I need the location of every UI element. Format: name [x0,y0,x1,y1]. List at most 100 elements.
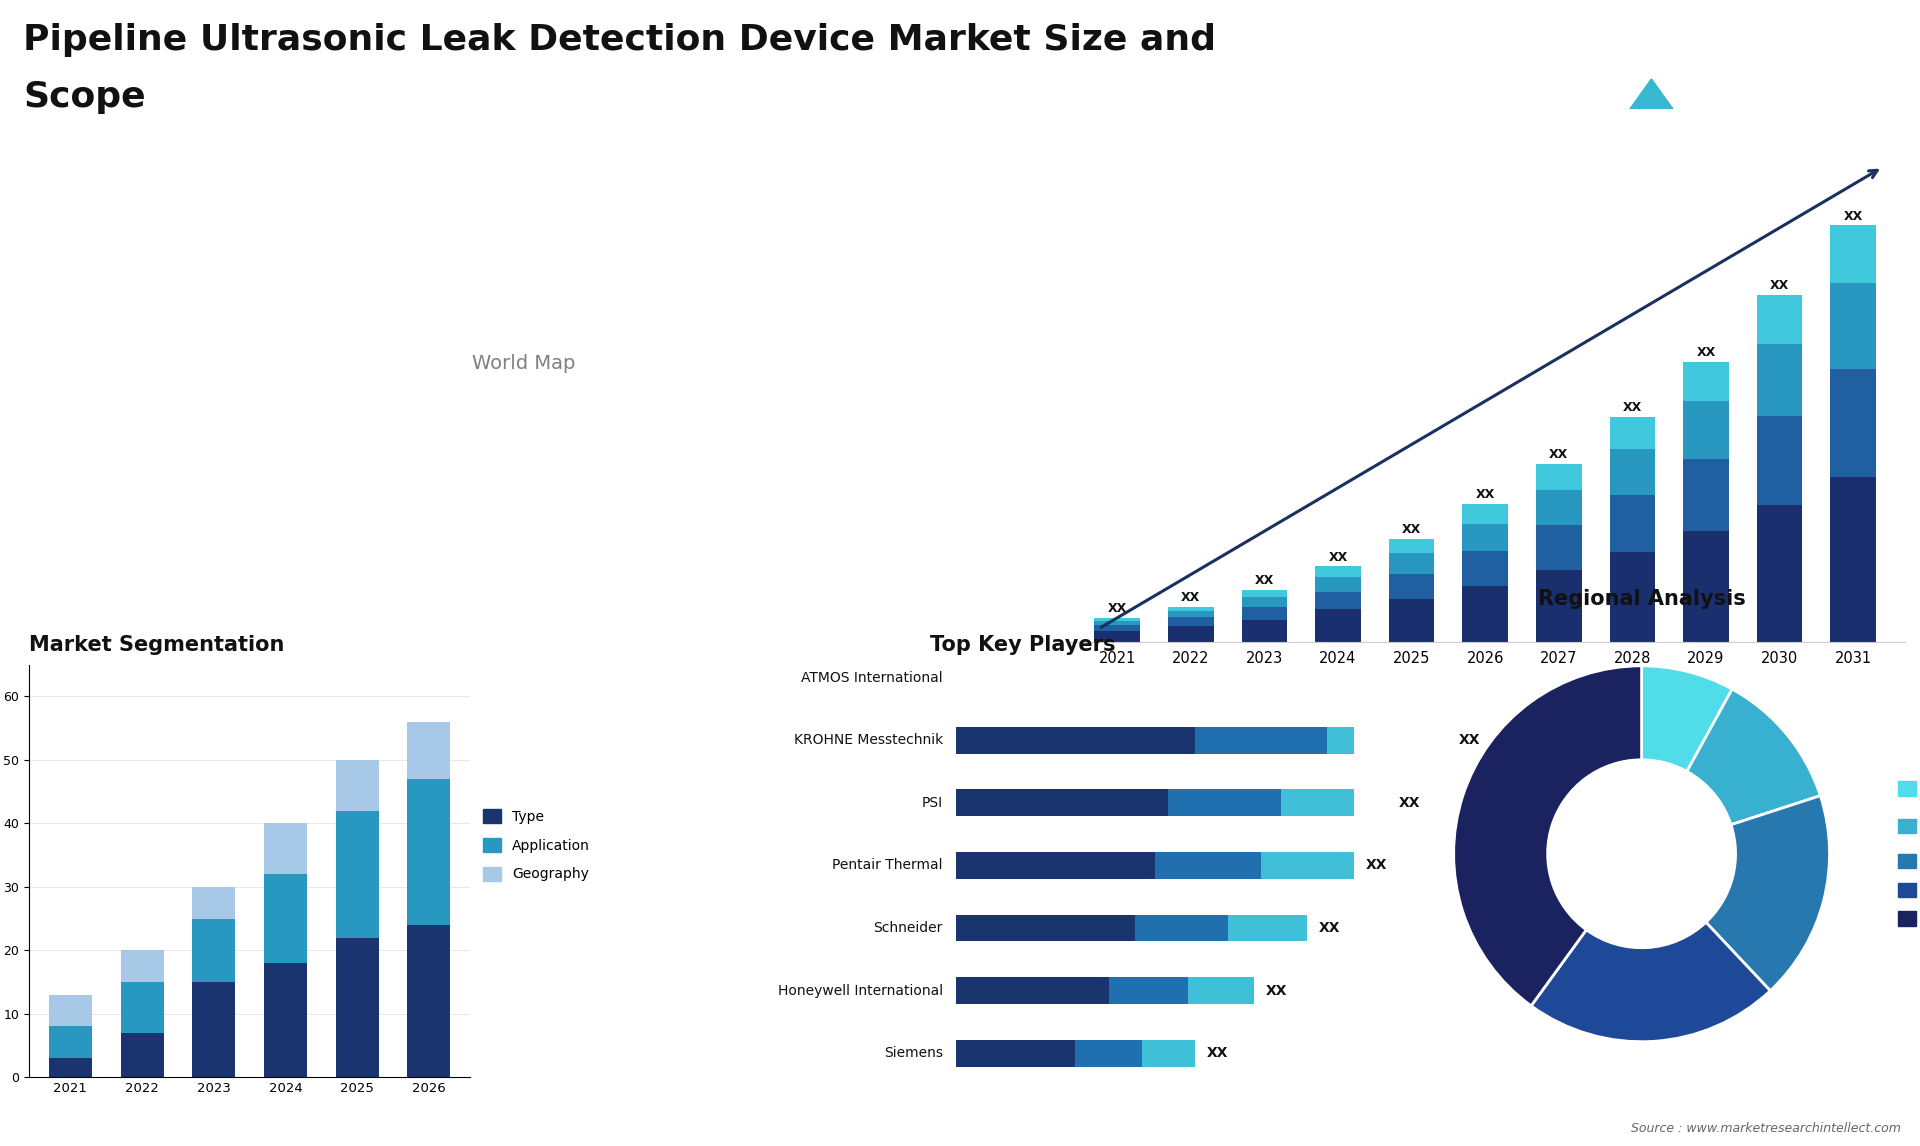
Bar [1684,362,1728,401]
Bar [1388,539,1434,554]
Bar [1094,618,1140,621]
Bar [48,995,92,1027]
Bar [192,919,236,982]
Text: XX: XX [1459,733,1480,747]
Text: RESEARCH: RESEARCH [1757,70,1816,80]
FancyBboxPatch shape [1227,915,1308,942]
Bar [1757,295,1803,344]
Bar [1315,591,1361,610]
Bar [1315,566,1361,578]
Text: Market Segmentation: Market Segmentation [29,635,284,654]
Bar [407,925,451,1077]
Text: ATMOS International: ATMOS International [801,670,943,684]
Bar [1242,607,1286,620]
FancyBboxPatch shape [956,978,1108,1004]
Bar [121,1033,163,1077]
Text: Scope: Scope [23,80,146,115]
Bar [1094,626,1140,631]
Bar [1463,524,1507,551]
Bar [1463,551,1507,586]
Bar [1388,598,1434,642]
Bar [1167,611,1213,618]
Text: XX: XX [1181,590,1200,604]
Bar [1315,578,1361,591]
Bar [1242,590,1286,597]
FancyBboxPatch shape [1075,1041,1142,1067]
Text: Top Key Players: Top Key Players [929,635,1116,656]
Bar [1684,401,1728,458]
Bar [1830,477,1876,642]
Bar [1757,505,1803,642]
Bar [263,823,307,874]
FancyBboxPatch shape [956,853,1154,879]
Text: Honeywell International: Honeywell International [778,983,943,998]
Bar [1609,552,1655,642]
Bar [1536,526,1582,570]
Bar [1830,283,1876,369]
Text: XX: XX [1475,488,1496,501]
Bar [336,760,378,810]
Text: Pipeline Ultrasonic Leak Detection Device Market Size and: Pipeline Ultrasonic Leak Detection Devic… [23,23,1215,57]
Bar [336,810,378,937]
FancyBboxPatch shape [956,727,1194,754]
Bar [1094,631,1140,642]
Bar [407,779,451,925]
Polygon shape [1615,79,1690,131]
FancyBboxPatch shape [1327,727,1446,754]
Wedge shape [1453,666,1642,1006]
Bar [1388,573,1434,598]
Text: PSI: PSI [922,795,943,810]
Wedge shape [1642,666,1732,771]
Bar [1167,606,1213,611]
Bar [1536,570,1582,642]
Text: Siemens: Siemens [883,1046,943,1060]
Bar [48,1058,92,1077]
Title: Regional Analysis: Regional Analysis [1538,589,1745,609]
Bar [121,982,163,1033]
Bar [1536,489,1582,526]
Legend: Type, Application, Geography: Type, Application, Geography [484,809,589,881]
Bar [1609,495,1655,552]
Wedge shape [1530,923,1770,1042]
Bar [1315,610,1361,642]
Text: XX: XX [1549,448,1569,461]
FancyBboxPatch shape [1142,1041,1194,1067]
Bar [1757,344,1803,416]
Bar [1609,417,1655,449]
FancyBboxPatch shape [1167,790,1281,816]
Bar [1684,531,1728,642]
Bar [407,722,451,779]
Text: XX: XX [1265,983,1288,998]
Bar [263,874,307,963]
FancyBboxPatch shape [956,790,1167,816]
Bar [1830,369,1876,477]
Text: Schneider: Schneider [874,921,943,935]
Text: XX: XX [1402,524,1421,536]
Bar [336,937,378,1077]
Polygon shape [1615,32,1690,79]
Bar [263,963,307,1077]
FancyBboxPatch shape [1154,853,1261,879]
FancyBboxPatch shape [1281,790,1386,816]
Bar [1167,618,1213,626]
Text: XX: XX [1365,858,1386,872]
Bar [1830,226,1876,283]
Text: XX: XX [1329,550,1348,564]
FancyBboxPatch shape [956,1041,1075,1067]
Text: XX: XX [1108,602,1127,615]
Bar [1094,621,1140,626]
Text: XX: XX [1319,921,1340,935]
Bar [1463,504,1507,524]
Wedge shape [1707,795,1830,991]
Bar [1463,586,1507,642]
Text: XX: XX [1695,346,1716,359]
Wedge shape [1688,689,1820,825]
Bar [192,982,236,1077]
Bar [1388,554,1434,573]
Text: XX: XX [1398,795,1421,810]
Text: Source : www.marketresearchintellect.com: Source : www.marketresearchintellect.com [1630,1122,1901,1135]
FancyBboxPatch shape [1188,978,1254,1004]
Bar [192,887,236,919]
Text: Pentair Thermal: Pentair Thermal [833,858,943,872]
FancyBboxPatch shape [956,915,1135,942]
